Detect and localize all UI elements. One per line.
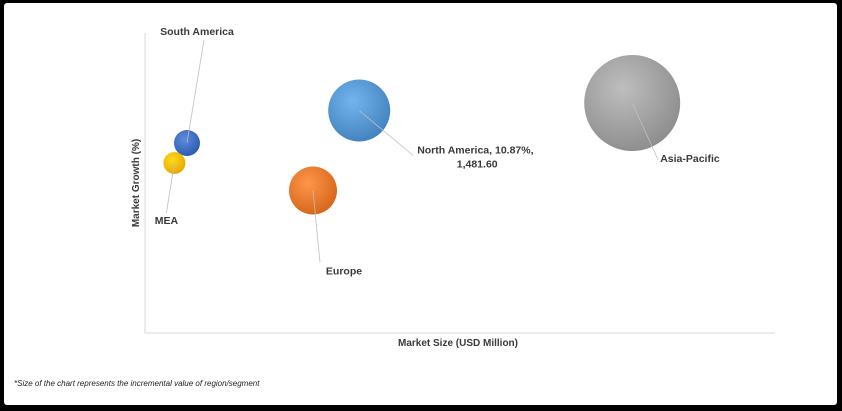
y-axis-title: Market Growth (%)	[131, 139, 142, 227]
footnote: *Size of the chart represents the increm…	[14, 379, 260, 388]
leader-line-europe	[312, 190, 321, 263]
label-europe: Europe	[326, 266, 362, 278]
chart-panel	[4, 3, 837, 405]
label-asia-pacific: Asia-Pacific	[660, 153, 720, 165]
label-mea: MEA	[155, 215, 179, 227]
leader-line-south-america	[186, 39, 205, 144]
label-north-america: North America, 10.87%, 1,481.60	[417, 145, 533, 171]
leader-line-mea	[166, 162, 175, 214]
x-axis-title: Market Size (USD Million)	[398, 338, 518, 349]
leader-line-asia-pacific	[631, 102, 659, 161]
leader-line-north-america	[358, 110, 414, 156]
bubbles-group: South America MEA Europe North America, 10.…	[155, 26, 720, 278]
label-south-america: South America	[160, 26, 234, 38]
